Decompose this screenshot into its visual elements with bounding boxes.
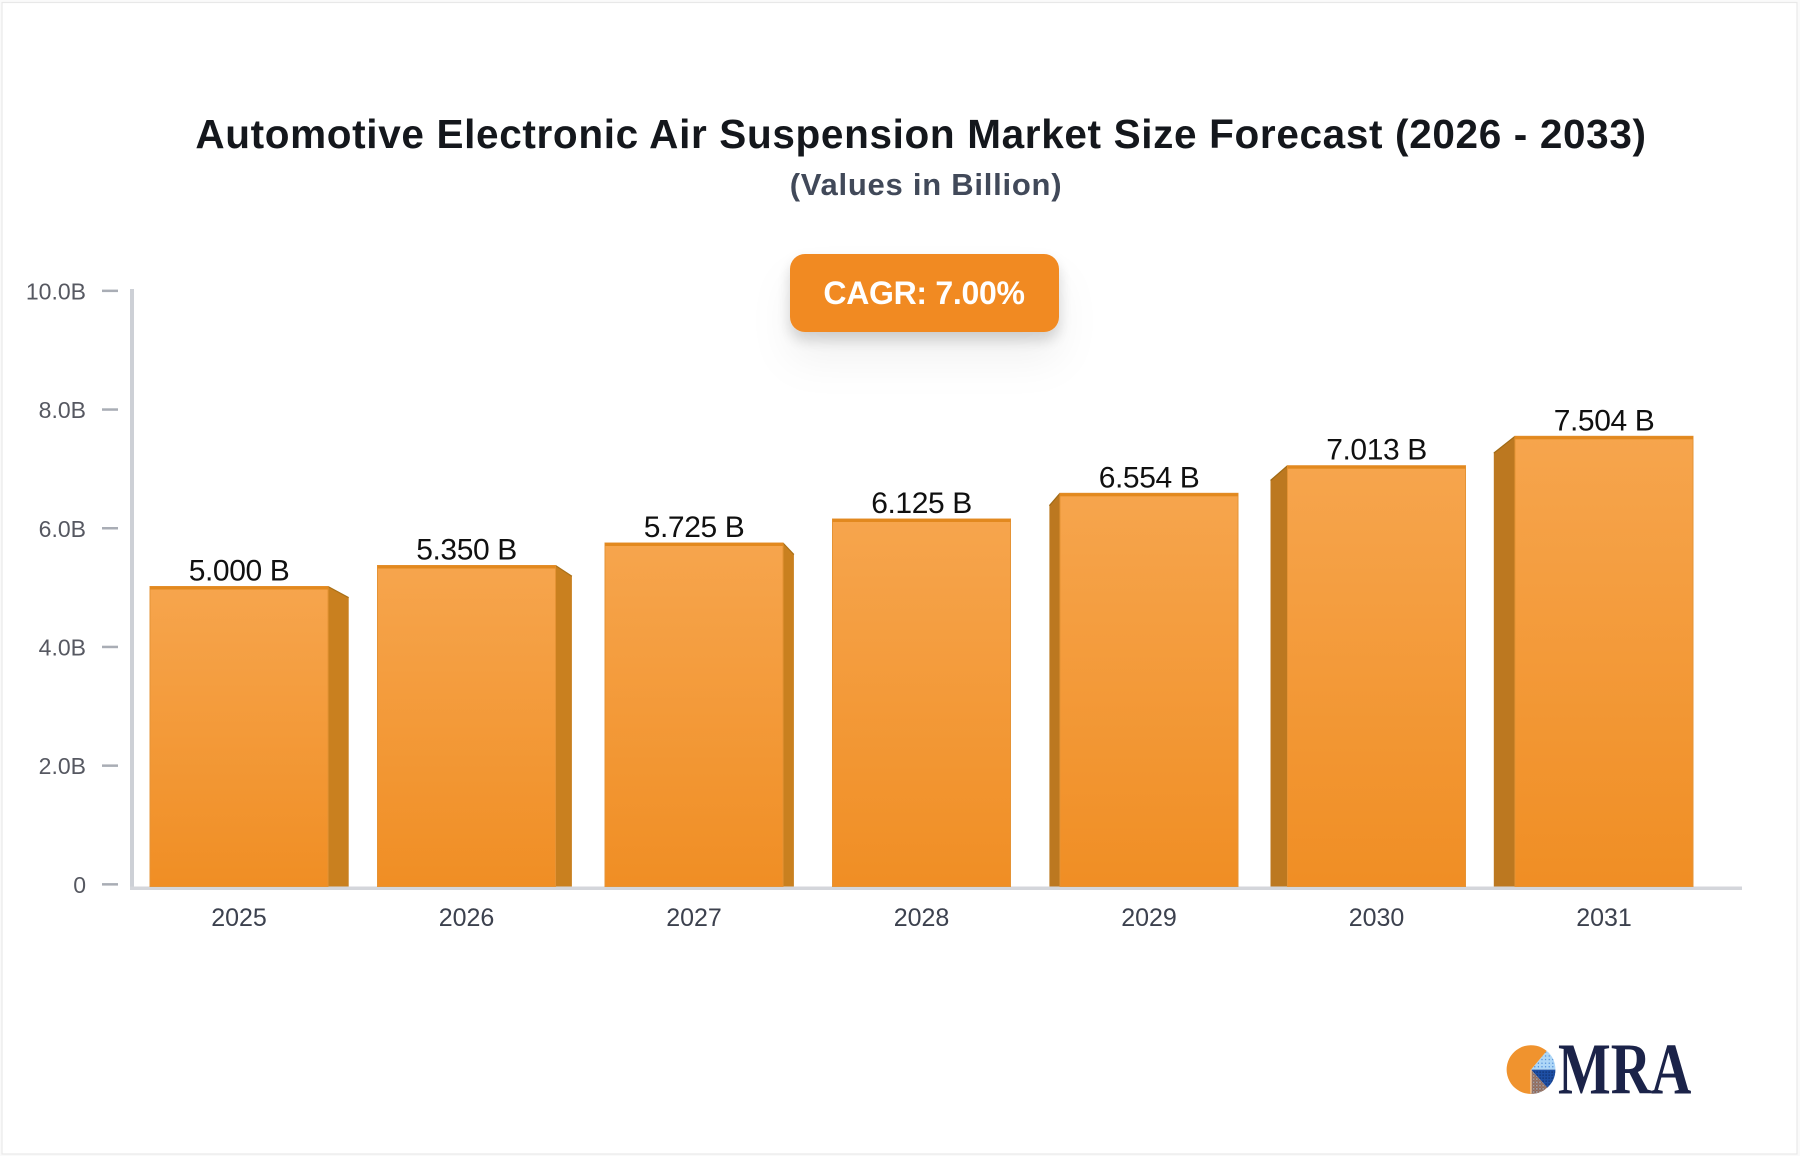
- svg-text:6.125 B: 6.125 B: [871, 487, 972, 520]
- svg-text:4.0B: 4.0B: [39, 635, 86, 661]
- svg-text:CAGR: 7.00%: CAGR: 7.00%: [823, 275, 1024, 311]
- svg-text:8.0B: 8.0B: [39, 397, 86, 423]
- svg-text:5.725 B: 5.725 B: [644, 511, 745, 544]
- svg-text:Automotive Electronic Air Susp: Automotive Electronic Air Suspension Mar…: [195, 111, 1646, 157]
- svg-text:2026: 2026: [439, 904, 495, 932]
- svg-text:0: 0: [73, 872, 86, 898]
- svg-text:(Values in Billion): (Values in Billion): [790, 167, 1063, 202]
- svg-text:2027: 2027: [666, 904, 722, 932]
- svg-text:10.0B: 10.0B: [26, 278, 86, 304]
- svg-text:2025: 2025: [211, 904, 267, 932]
- svg-text:6.554 B: 6.554 B: [1099, 461, 1200, 494]
- svg-text:7.013 B: 7.013 B: [1326, 434, 1427, 467]
- svg-text:MRA: MRA: [1558, 1029, 1691, 1110]
- svg-text:2028: 2028: [894, 904, 950, 932]
- svg-text:2029: 2029: [1121, 904, 1177, 932]
- svg-text:6.0B: 6.0B: [39, 516, 86, 542]
- svg-text:2030: 2030: [1349, 904, 1405, 932]
- svg-text:2.0B: 2.0B: [39, 753, 86, 779]
- svg-text:5.350 B: 5.350 B: [416, 534, 517, 567]
- svg-text:7.504 B: 7.504 B: [1554, 404, 1655, 437]
- svg-text:2031: 2031: [1576, 904, 1632, 932]
- svg-text:5.000 B: 5.000 B: [189, 555, 290, 588]
